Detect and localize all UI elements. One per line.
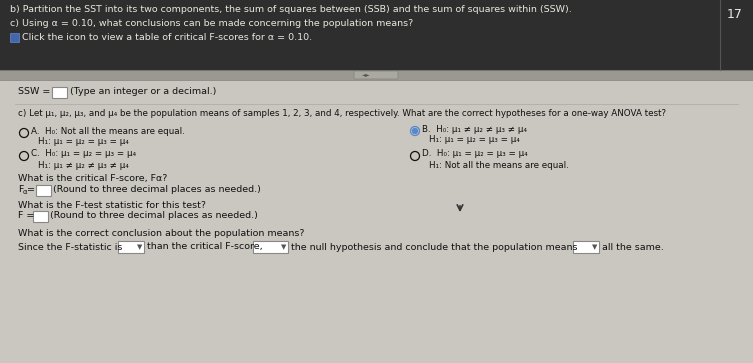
Text: H₁: μ₁ = μ₂ = μ₃ = μ₄: H₁: μ₁ = μ₂ = μ₃ = μ₄	[429, 135, 520, 144]
Text: ◄►: ◄►	[362, 73, 370, 77]
Text: D.  H₀: μ₁ = μ₂ = μ₃ = μ₄: D. H₀: μ₁ = μ₂ = μ₃ = μ₄	[422, 150, 528, 159]
Text: What is the critical F-score, Fα?: What is the critical F-score, Fα?	[18, 175, 167, 184]
FancyBboxPatch shape	[33, 211, 48, 222]
Text: Since the F-statistic is: Since the F-statistic is	[18, 242, 123, 252]
FancyBboxPatch shape	[354, 71, 398, 79]
Text: What is the correct conclusion about the population means?: What is the correct conclusion about the…	[18, 228, 304, 237]
Text: (Round to three decimal places as needed.): (Round to three decimal places as needed…	[53, 185, 261, 195]
FancyBboxPatch shape	[36, 185, 51, 196]
Text: α: α	[23, 189, 28, 195]
Text: ▼: ▼	[593, 244, 598, 250]
Text: c) Let μ₁, μ₂, μ₃, and μ₄ be the population means of samples 1, 2, 3, and 4, res: c) Let μ₁, μ₂, μ₃, and μ₄ be the populat…	[18, 109, 666, 118]
Text: c) Using α = 0.10, what conclusions can be made concerning the population means?: c) Using α = 0.10, what conclusions can …	[10, 19, 413, 28]
Text: the null hypothesis and conclude that the population means: the null hypothesis and conclude that th…	[291, 242, 578, 252]
Text: H₁: μ₁ ≠ μ₂ ≠ μ₃ ≠ μ₄: H₁: μ₁ ≠ μ₂ ≠ μ₃ ≠ μ₄	[38, 160, 129, 170]
Text: ▼: ▼	[137, 244, 142, 250]
FancyBboxPatch shape	[0, 0, 753, 70]
FancyBboxPatch shape	[573, 241, 599, 253]
Text: What is the F-test statistic for this test?: What is the F-test statistic for this te…	[18, 200, 206, 209]
FancyBboxPatch shape	[0, 70, 753, 80]
FancyBboxPatch shape	[253, 241, 288, 253]
Text: B.  H₀: μ₁ ≠ μ₂ ≠ μ₃ ≠ μ₄: B. H₀: μ₁ ≠ μ₂ ≠ μ₃ ≠ μ₄	[422, 125, 527, 134]
FancyBboxPatch shape	[118, 241, 144, 253]
Text: SSW =: SSW =	[18, 87, 50, 97]
Text: Click the icon to view a table of critical F-scores for α = 0.10.: Click the icon to view a table of critic…	[22, 33, 312, 41]
Text: ▼: ▼	[282, 244, 287, 250]
Text: (Type an integer or a decimal.): (Type an integer or a decimal.)	[70, 87, 216, 97]
FancyBboxPatch shape	[0, 80, 753, 363]
Text: H₁: Not all the means are equal.: H₁: Not all the means are equal.	[429, 160, 569, 170]
Text: than the critical F-score,: than the critical F-score,	[147, 242, 263, 252]
Circle shape	[413, 129, 417, 134]
Text: H₁: μ₁ = μ₂ = μ₃ = μ₄: H₁: μ₁ = μ₂ = μ₃ = μ₄	[38, 138, 129, 147]
Text: (Round to three decimal places as needed.): (Round to three decimal places as needed…	[50, 212, 258, 220]
Text: all the same.: all the same.	[602, 242, 663, 252]
Text: 17: 17	[727, 8, 743, 21]
Text: A.  H₀: Not all the means are equal.: A. H₀: Not all the means are equal.	[31, 126, 184, 135]
FancyBboxPatch shape	[10, 33, 19, 42]
Text: =: =	[27, 185, 35, 195]
Text: C.  H₀: μ₁ = μ₂ = μ₃ = μ₄: C. H₀: μ₁ = μ₂ = μ₃ = μ₄	[31, 150, 136, 159]
FancyBboxPatch shape	[52, 87, 67, 98]
Text: F =: F =	[18, 212, 35, 220]
Text: b) Partition the SST into its two components, the sum of squares between (SSB) a: b) Partition the SST into its two compon…	[10, 4, 572, 13]
Text: F: F	[18, 185, 23, 195]
